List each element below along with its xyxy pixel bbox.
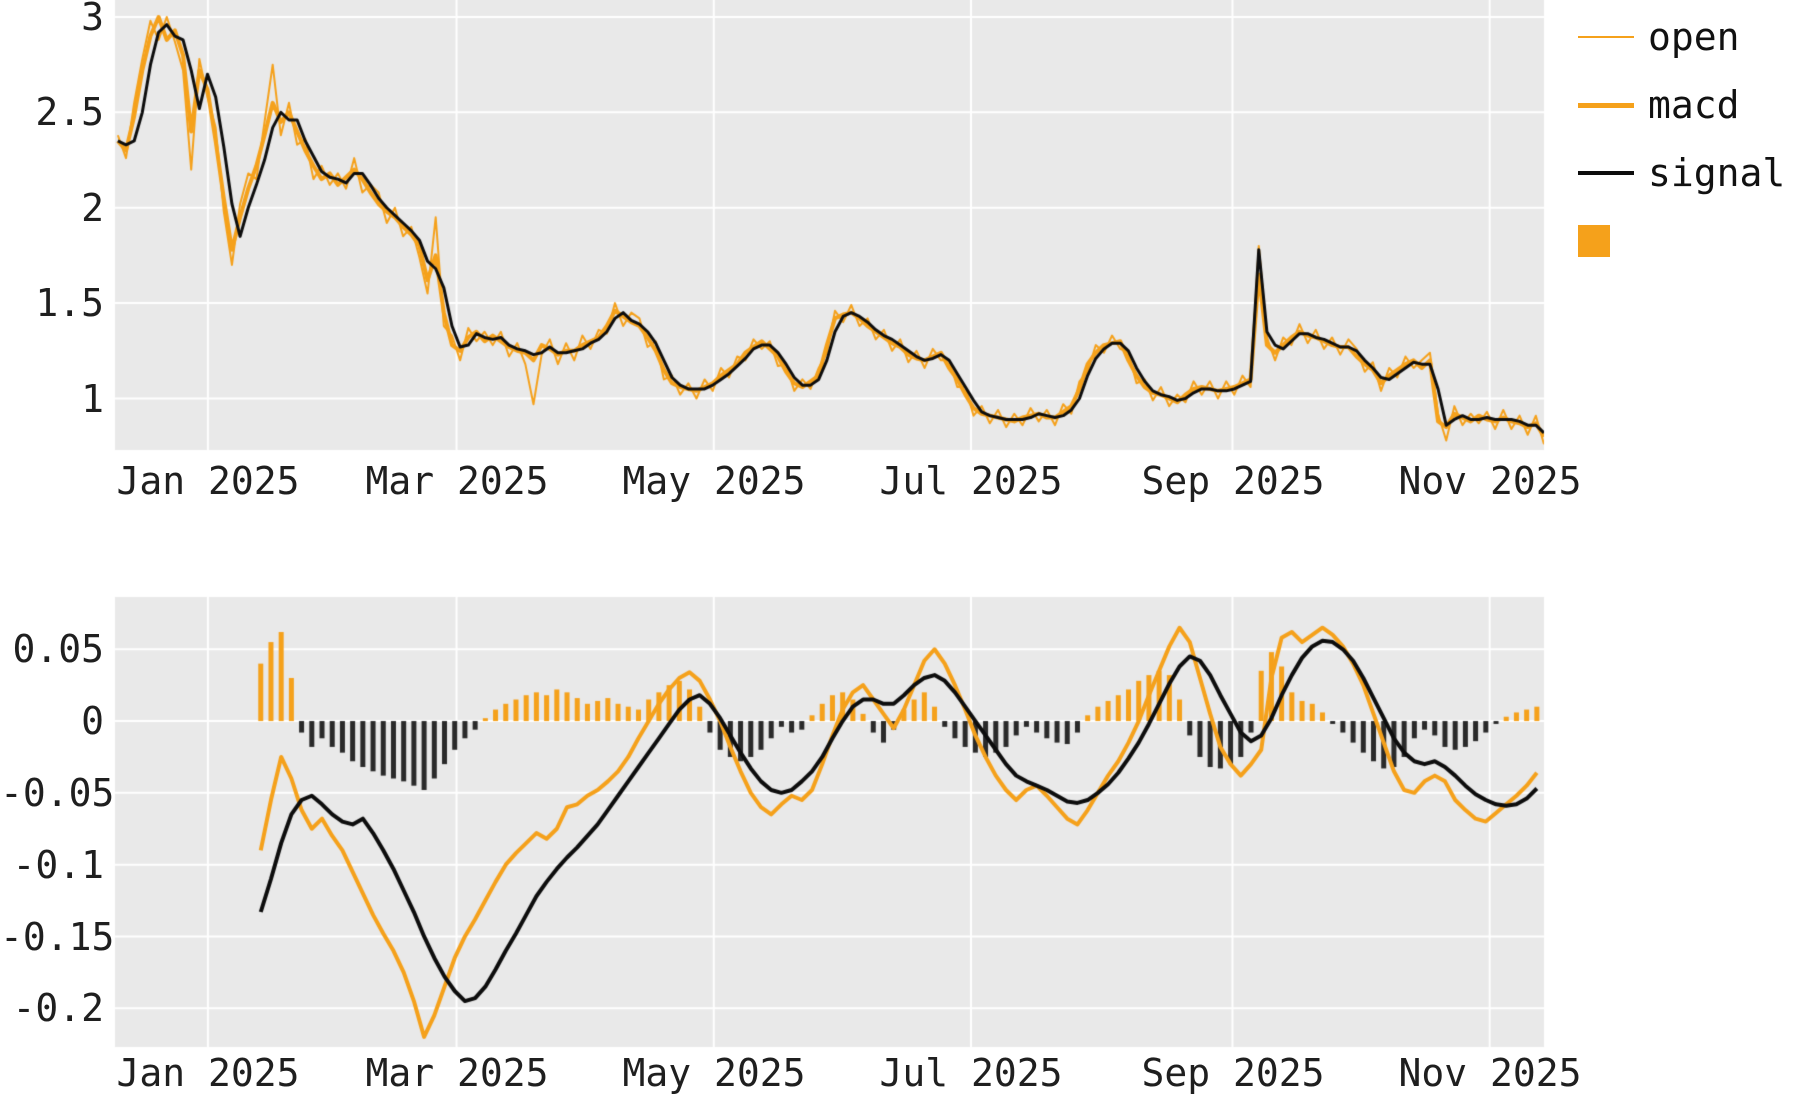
legend: open macd signal	[1578, 14, 1785, 264]
legend-item-histogram	[1578, 218, 1785, 264]
legend-label-open: open	[1648, 15, 1740, 59]
legend-item-signal: signal	[1578, 150, 1785, 196]
price-ytick-1: 1	[81, 377, 104, 421]
macd-line-swatch	[1578, 102, 1634, 108]
price-xtick-nov: Nov 2025	[1398, 459, 1582, 503]
macd-ytick-m0p2: -0.2	[12, 986, 104, 1030]
legend-item-macd: macd	[1578, 82, 1785, 128]
macd-xtick-mar: Mar 2025	[365, 1051, 549, 1095]
price-ytick-1p5: 1.5	[35, 281, 104, 325]
macd-xtick-jul: Jul 2025	[879, 1051, 1063, 1095]
macd-ytick-m0p05: -0.05	[0, 771, 115, 815]
macd-ytick-0p05: 0.05	[12, 627, 104, 671]
macd-ytick-0: 0	[81, 699, 104, 743]
signal-line-swatch	[1578, 171, 1634, 175]
macd-xtick-may: May 2025	[622, 1051, 806, 1095]
price-xtick-mar: Mar 2025	[365, 459, 549, 503]
macd-ytick-m0p15: -0.15	[0, 915, 115, 959]
open-line-swatch	[1578, 36, 1634, 38]
price-xtick-may: May 2025	[622, 459, 806, 503]
price-ytick-2p5: 2.5	[35, 90, 104, 134]
price-ytick-3: 3	[81, 0, 104, 39]
price-ytick-2: 2	[81, 186, 104, 230]
legend-label-signal: signal	[1648, 151, 1786, 195]
legend-item-open: open	[1578, 14, 1785, 60]
macd-xtick-nov: Nov 2025	[1398, 1051, 1582, 1095]
macd-xtick-sep: Sep 2025	[1141, 1051, 1325, 1095]
macd-ytick-m0p1: -0.1	[12, 843, 104, 887]
histogram-square-swatch	[1578, 225, 1610, 257]
legend-label-macd: macd	[1648, 83, 1740, 127]
macd-xtick-jan: Jan 2025	[116, 1051, 300, 1095]
price-xtick-jul: Jul 2025	[879, 459, 1063, 503]
price-xtick-jan: Jan 2025	[116, 459, 300, 503]
price-xtick-sep: Sep 2025	[1141, 459, 1325, 503]
